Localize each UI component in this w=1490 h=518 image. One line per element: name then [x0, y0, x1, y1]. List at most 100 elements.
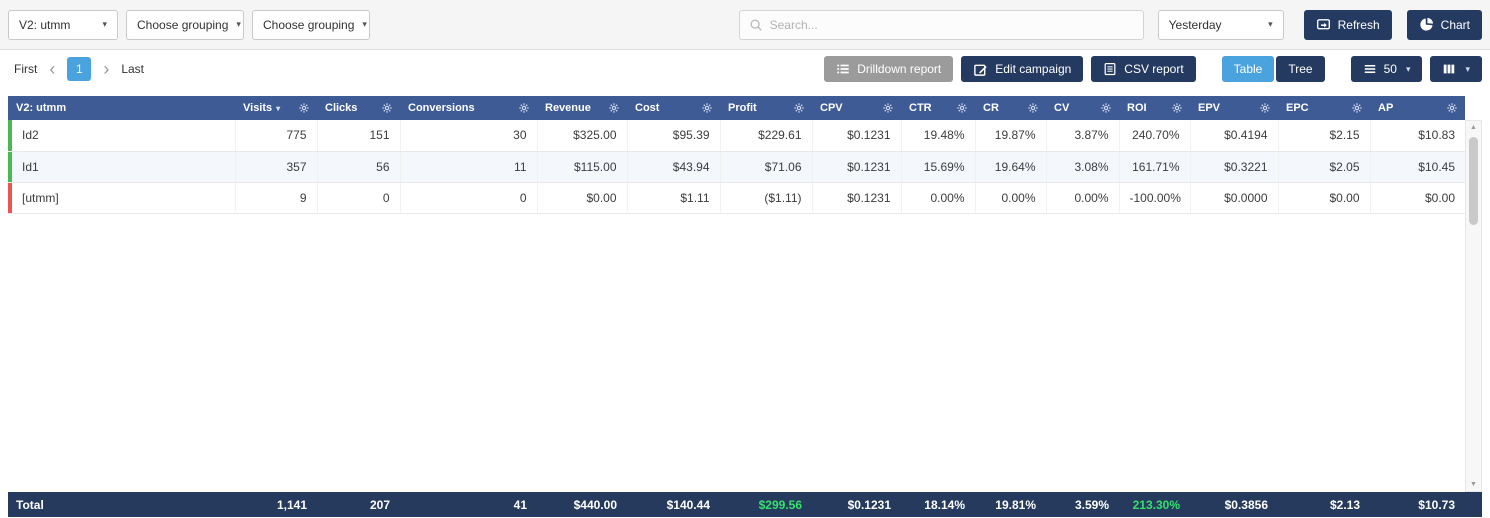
csv-report-label: CSV report	[1124, 62, 1184, 76]
ap-cell: $0.00	[1370, 182, 1465, 214]
edit-campaign-label: Edit campaign	[995, 62, 1072, 76]
gear-icon[interactable]	[957, 103, 967, 113]
column-header-cost[interactable]: Cost	[627, 96, 720, 120]
gear-icon[interactable]	[883, 103, 893, 113]
total-ctr: 18.14%	[924, 497, 965, 512]
campaign-select[interactable]: V2: utmm ▾	[8, 9, 118, 40]
visits-cell: 9	[235, 182, 318, 214]
total-cpv: $0.1231	[847, 497, 891, 512]
clicks-cell: 151	[317, 120, 401, 152]
date-range-select[interactable]: Yesterday ▾	[1157, 9, 1284, 40]
search-input[interactable]	[769, 17, 1134, 32]
total-cv: 3.59%	[1074, 497, 1109, 512]
report-table-header: V2: utmm Visits ▾ Clicks Conversions Reve…	[8, 96, 1465, 120]
gear-icon[interactable]	[1352, 103, 1362, 113]
vertical-scrollbar[interactable]: ▲ ▼	[1465, 120, 1482, 492]
gear-icon[interactable]	[382, 103, 392, 113]
grouping-select-1-value: Choose grouping	[137, 17, 229, 32]
revenue-cell: $115.00	[537, 151, 628, 183]
edit-campaign-button[interactable]: Edit campaign	[961, 56, 1084, 82]
ap-cell: $10.83	[1370, 120, 1465, 152]
pagination-first[interactable]: First	[14, 62, 38, 76]
column-header-clicks[interactable]: Clicks	[317, 96, 400, 120]
conversions-cell: 11	[400, 151, 538, 183]
campaign-select-value: V2: utmm	[19, 17, 71, 32]
epv-cell: $0.4194	[1190, 120, 1279, 152]
table-row[interactable]: [utmm] 9 0 0 $0.00 $1.11 ($1.11) $0.1231…	[8, 182, 1465, 214]
cpv-cell: $0.1231	[812, 120, 902, 152]
grouping-select-1[interactable]: Choose grouping ▾	[126, 9, 244, 40]
columns-icon	[1444, 64, 1455, 74]
table-row[interactable]: Id1 357 56 11 $115.00 $43.94 $71.06 $0.1…	[8, 151, 1465, 183]
table-body: Id2 775 151 30 $325.00 $95.39 $229.61 $0…	[8, 120, 1482, 492]
date-range-value: Yesterday	[1168, 17, 1222, 32]
gear-icon[interactable]	[702, 103, 712, 113]
column-header-name[interactable]: V2: utmm	[8, 96, 235, 120]
column-header-cpv[interactable]: CPV	[812, 96, 901, 120]
rows-per-page-select[interactable]: 50 ▾	[1350, 56, 1423, 82]
gear-icon[interactable]	[1101, 103, 1111, 113]
column-header-conversions[interactable]: Conversions	[400, 96, 537, 120]
column-header-ap[interactable]: AP	[1370, 96, 1465, 120]
total-table: Total 1,141 207 41 $440.00 $140.44 $299.…	[8, 492, 1465, 517]
epc-cell: $2.15	[1278, 120, 1371, 152]
ap-cell: $10.45	[1370, 151, 1465, 183]
column-header-cr[interactable]: CR	[975, 96, 1046, 120]
drilldown-report-label: Drilldown report	[857, 62, 942, 76]
columns-select-button[interactable]: ▾	[1430, 56, 1482, 82]
cv-cell: 3.87%	[1046, 120, 1120, 152]
gear-icon[interactable]	[1028, 103, 1038, 113]
revenue-cell: $0.00	[537, 182, 628, 214]
page-number-button[interactable]: 1	[67, 57, 92, 81]
cost-cell: $1.11	[627, 182, 721, 214]
column-header-epc[interactable]: EPC	[1278, 96, 1370, 120]
search-box[interactable]	[738, 9, 1144, 40]
column-header-cv[interactable]: CV	[1046, 96, 1119, 120]
tree-view-toggle[interactable]: Tree	[1276, 56, 1325, 82]
chevron-down-icon: ▾	[362, 19, 367, 29]
chart-button[interactable]: Chart	[1406, 9, 1482, 40]
pagination-last[interactable]: Last	[121, 62, 145, 76]
pagination-bar: First ‹ 1 › Last Drilldown report	[0, 50, 1490, 88]
scroll-down-icon[interactable]: ▼	[1470, 481, 1477, 488]
chevron-right-icon[interactable]: ›	[103, 59, 110, 79]
gear-icon[interactable]	[519, 103, 529, 113]
gear-icon[interactable]	[1260, 103, 1270, 113]
gear-icon[interactable]	[1172, 103, 1182, 113]
grouping-select-2[interactable]: Choose grouping ▾	[252, 9, 370, 40]
total-revenue: $440.00	[573, 497, 617, 512]
cv-cell: 3.08%	[1046, 151, 1120, 183]
scroll-up-icon[interactable]: ▲	[1470, 124, 1477, 131]
column-header-epv[interactable]: EPV	[1190, 96, 1278, 120]
gear-icon[interactable]	[299, 103, 309, 113]
status-indicator	[8, 182, 12, 212]
cost-cell: $43.94	[627, 151, 721, 183]
column-header-revenue[interactable]: Revenue	[537, 96, 627, 120]
chevron-left-icon[interactable]: ‹	[49, 59, 56, 79]
gear-icon[interactable]	[1447, 103, 1457, 113]
refresh-button[interactable]: Refresh	[1303, 9, 1392, 40]
total-values-row: Total 1,141 207 41 $440.00 $140.44 $299.…	[8, 492, 1465, 517]
table-row[interactable]: Id2 775 151 30 $325.00 $95.39 $229.61 $0…	[8, 120, 1465, 152]
cv-cell: 0.00%	[1046, 182, 1120, 214]
column-header-roi[interactable]: ROI	[1119, 96, 1190, 120]
conversions-cell: 0	[400, 182, 538, 214]
ctr-cell: 0.00%	[901, 182, 976, 214]
column-header-visits[interactable]: Visits ▾	[235, 96, 317, 120]
chevron-down-icon: ▾	[236, 19, 241, 29]
drilldown-report-button[interactable]: Drilldown report	[824, 56, 954, 82]
csv-report-button[interactable]: CSV report	[1091, 56, 1196, 82]
table-view-toggle[interactable]: Table	[1221, 56, 1275, 82]
gear-icon[interactable]	[609, 103, 619, 113]
scrollbar-thumb[interactable]	[1469, 137, 1478, 225]
column-header-ctr[interactable]: CTR	[901, 96, 975, 120]
ctr-cell: 19.48%	[901, 120, 976, 152]
cpv-cell: $0.1231	[812, 182, 902, 214]
row-name-cell[interactable]: Id1	[8, 151, 236, 183]
column-header-profit[interactable]: Profit	[720, 96, 812, 120]
row-name-cell[interactable]: Id2	[8, 120, 236, 152]
gear-icon[interactable]	[794, 103, 804, 113]
row-name-cell[interactable]: [utmm]	[8, 182, 236, 214]
revenue-cell: $325.00	[537, 120, 628, 152]
